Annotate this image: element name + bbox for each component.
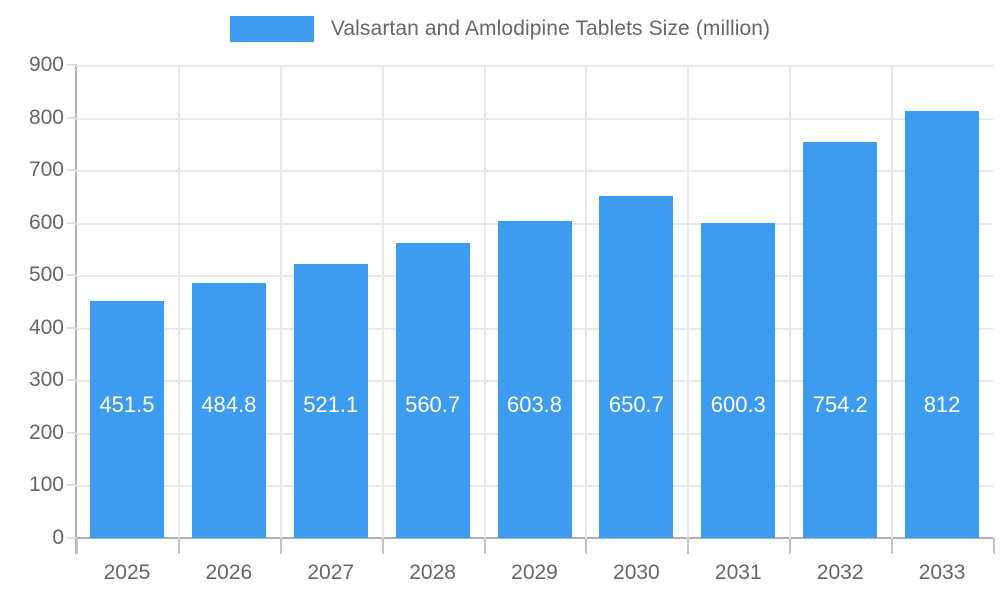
x-axis-tick-label: 2033 xyxy=(918,561,966,584)
gridline-horizontal xyxy=(76,117,993,120)
x-axis-tick-label: 2027 xyxy=(307,561,355,584)
x-axis-tick-mark xyxy=(789,538,791,554)
y-axis-tick-mark xyxy=(67,379,76,382)
x-axis-tick-label: 2031 xyxy=(714,561,762,584)
y-axis-tick-label: 100 xyxy=(28,473,64,497)
bar[interactable]: 521.1 xyxy=(293,264,368,538)
gridline-horizontal xyxy=(76,170,993,173)
bar-value-label: 484.8 xyxy=(201,392,257,417)
y-axis-tick-mark xyxy=(67,64,76,66)
gridline-horizontal xyxy=(76,65,993,67)
gridline-vertical xyxy=(382,65,384,538)
gridline-vertical xyxy=(178,65,180,538)
y-axis-tick-label: 900 xyxy=(28,53,64,76)
bar[interactable]: 754.2 xyxy=(803,141,878,538)
bar[interactable]: 650.7 xyxy=(599,196,674,538)
bar[interactable]: 812 xyxy=(905,111,980,538)
bar-value-label: 600.3 xyxy=(710,392,766,417)
bar[interactable]: 600.3 xyxy=(701,222,776,538)
y-axis-tick-label: 700 xyxy=(28,158,64,182)
y-axis-tick-mark xyxy=(67,484,76,487)
x-axis-tick-label: 2030 xyxy=(613,561,660,584)
x-axis-tick-mark xyxy=(178,538,180,554)
legend-color-swatch[interactable] xyxy=(229,16,314,42)
x-axis-tick-label: 2032 xyxy=(816,561,864,584)
bar[interactable]: 484.8 xyxy=(191,283,266,538)
gridline-vertical xyxy=(280,65,282,538)
plot-area: 451.5 2025 484.8 2026 521.1 2027 560.7 2028 603.… xyxy=(67,64,995,584)
bar-value-label: 451.5 xyxy=(99,392,155,417)
x-axis-tick-mark xyxy=(891,538,893,554)
bar-value-label: 603.8 xyxy=(506,392,563,417)
y-axis-tick-label: 0 xyxy=(52,526,64,549)
y-axis-tick-mark xyxy=(67,221,76,224)
x-axis-tick-mark xyxy=(76,538,78,554)
y-axis-tick-mark xyxy=(67,326,76,329)
x-axis-tick-mark xyxy=(585,538,587,554)
gridline-vertical xyxy=(789,65,791,538)
x-axis-tick-label: 2026 xyxy=(205,561,253,584)
y-axis-tick-mark xyxy=(67,116,76,119)
chart-legend: Valsartan and Amlodipine Tablets Size (m… xyxy=(0,0,1000,58)
x-axis-tick-label: 2029 xyxy=(511,561,558,584)
gridline-vertical xyxy=(585,65,587,538)
x-axis-tick-mark xyxy=(280,538,282,554)
y-axis-tick-label: 800 xyxy=(28,105,64,129)
x-axis-tick-mark xyxy=(687,538,689,554)
bar-value-label: 812 xyxy=(923,392,961,417)
gridline-vertical xyxy=(484,65,486,538)
y-axis-tick-label: 400 xyxy=(28,315,64,339)
bar-value-label: 521.1 xyxy=(303,392,359,417)
y-axis-tick-mark xyxy=(67,169,76,172)
y-axis-tick-mark xyxy=(67,431,76,434)
y-axis-line xyxy=(75,64,77,554)
x-axis-tick-label: 2025 xyxy=(103,561,151,584)
x-axis-tick-label: 2028 xyxy=(409,561,456,584)
bar-value-label: 754.2 xyxy=(812,392,868,417)
x-axis-tick-mark xyxy=(382,538,384,554)
x-axis-tick-mark xyxy=(993,538,995,554)
bar-value-label: 650.7 xyxy=(608,392,664,417)
y-axis-tick-label: 500 xyxy=(28,263,64,287)
legend-series-label: Valsartan and Amlodipine Tablets Size (m… xyxy=(330,17,771,40)
y-axis-tick-label: 600 xyxy=(28,210,64,234)
gridline-vertical xyxy=(687,65,689,538)
y-axis-tick-mark xyxy=(67,274,76,277)
bar-value-label: 560.7 xyxy=(405,392,461,417)
gridline-vertical xyxy=(891,65,893,538)
y-axis-tick-label: 300 xyxy=(28,368,64,392)
x-axis-line xyxy=(76,537,993,539)
y-axis-tick-label: 200 xyxy=(28,420,64,444)
x-axis-tick-mark xyxy=(484,538,486,554)
bar[interactable]: 603.8 xyxy=(497,220,572,538)
bar[interactable]: 451.5 xyxy=(89,300,164,538)
y-axis-tick-mark xyxy=(67,537,76,539)
bar[interactable]: 560.7 xyxy=(395,243,470,538)
